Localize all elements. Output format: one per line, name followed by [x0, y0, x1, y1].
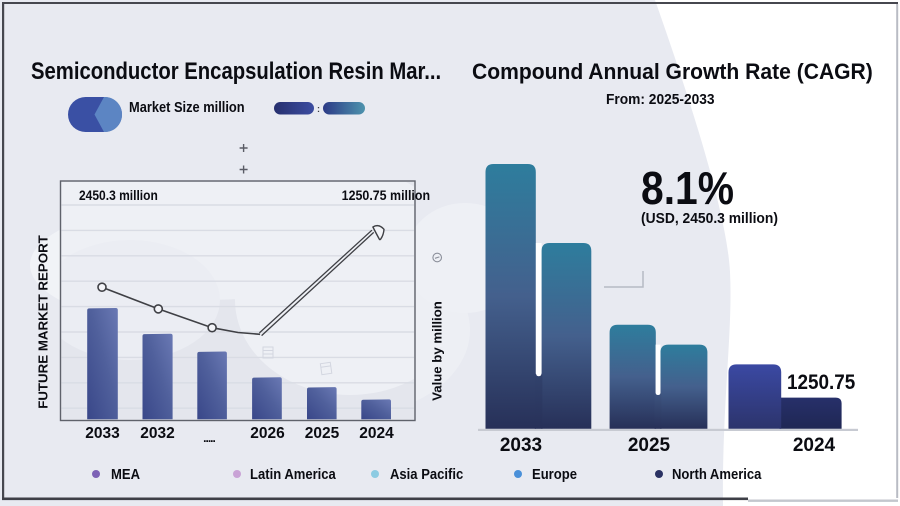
- svg-text::: :: [317, 104, 320, 114]
